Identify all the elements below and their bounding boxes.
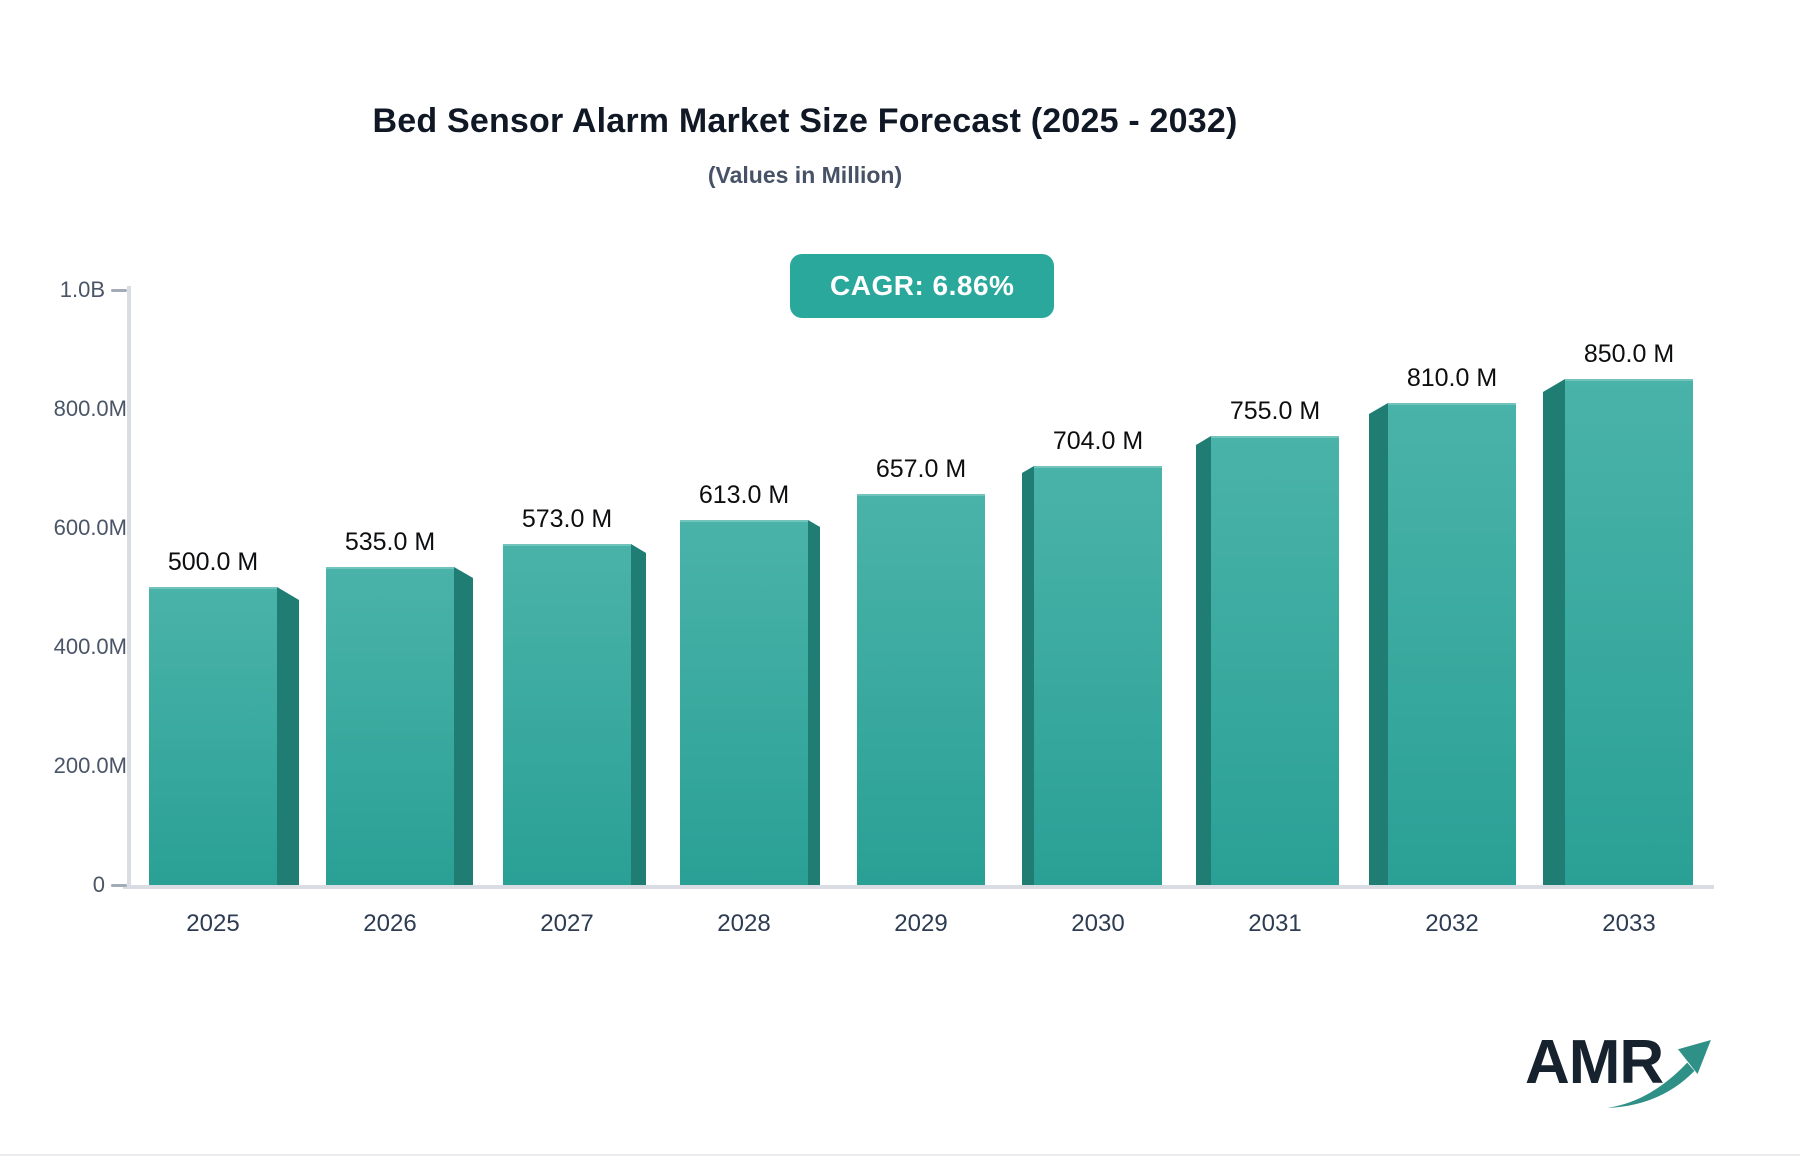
chart-subtitle: (Values in Million) — [707, 162, 903, 188]
bar-3d-side — [1369, 403, 1388, 885]
x-tick-2028: 2028 — [717, 910, 771, 937]
bar-2030: 704.0 M — [1022, 406, 1162, 885]
bar-value-label: 850.0 M — [1583, 340, 1675, 368]
bar-face — [503, 544, 631, 885]
bar-value-label: 657.0 M — [875, 455, 967, 483]
y-tick-800.0M: 800.0M — [0, 395, 141, 423]
bar-face — [149, 587, 277, 885]
bar-value-label: 573.0 M — [521, 505, 613, 533]
amr-logo-text: AMR — [1525, 1028, 1664, 1097]
bar-value-label: 613.0 M — [698, 481, 790, 509]
bar-value-label: 500.0 M — [167, 548, 259, 576]
bar-face — [680, 520, 808, 885]
x-tick-2032: 2032 — [1425, 910, 1479, 937]
growth-arrow-icon — [1607, 1040, 1711, 1108]
bar-face — [1388, 403, 1516, 885]
y-tick-1.0B: 1.0B — [0, 276, 127, 304]
y-tick-label: 1.0B — [59, 277, 105, 302]
y-tick-dash — [111, 288, 127, 292]
y-tick-200.0M: 200.0M — [0, 752, 141, 780]
y-axis-line — [127, 286, 131, 889]
cagr-badge: CAGR: 6.86% — [790, 254, 1055, 318]
bar-2028: 613.0 M — [680, 460, 820, 885]
bar-3d-side — [1543, 379, 1565, 885]
bar-2026: 535.0 M — [326, 507, 473, 885]
bar-2025: 500.0 M — [149, 527, 299, 885]
y-tick-label: 200.0M — [53, 753, 127, 778]
x-tick-2025: 2025 — [186, 910, 240, 937]
bar-value-label: 704.0 M — [1052, 427, 1144, 455]
y-tick-label: 400.0M — [53, 634, 127, 659]
bar-face — [1211, 436, 1339, 885]
bar-2031: 755.0 M — [1196, 376, 1339, 885]
x-tick-2027: 2027 — [540, 910, 594, 937]
x-tick-2033: 2033 — [1602, 910, 1656, 937]
bar-face — [1034, 466, 1162, 885]
bar-face — [326, 567, 454, 885]
cagr-badge-label: CAGR: 6.86% — [830, 270, 1015, 301]
bar-value-label: 535.0 M — [344, 528, 436, 556]
plot-area: 1.0B 800.0M 600.0M 400.0M 200.0M 0 500.0 M 535… — [54, 277, 1714, 937]
x-tick-2029: 2029 — [894, 910, 948, 937]
bar-2029: 657.0 M — [857, 434, 985, 885]
bar-2032: 810.0 M — [1369, 343, 1516, 885]
bar-face — [857, 494, 985, 885]
bar-2033: 850.0 M — [1543, 319, 1693, 885]
bar-3d-side — [454, 567, 473, 885]
bar-value-label: 755.0 M — [1229, 397, 1321, 425]
bar-face — [1565, 379, 1693, 885]
screenshot-bottom-edge — [0, 1154, 1800, 1156]
bar-3d-side — [1022, 466, 1034, 885]
bar-2027: 573.0 M — [503, 484, 646, 885]
page-title: Bed Sensor Alarm Market Size Forecast (2… — [372, 102, 1238, 140]
y-tick-600.0M: 600.0M — [0, 514, 141, 542]
bar-3d-side — [631, 544, 646, 885]
bar-3d-side — [1196, 436, 1211, 885]
x-axis-line — [123, 885, 1714, 889]
x-tick-2030: 2030 — [1071, 910, 1125, 937]
y-tick-label: 800.0M — [53, 396, 127, 421]
y-tick-label: 0 — [92, 872, 105, 897]
y-tick-0: 0 — [0, 871, 127, 899]
x-tick-2026: 2026 — [363, 910, 417, 937]
y-tick-dash — [111, 883, 127, 887]
y-tick-400.0M: 400.0M — [0, 633, 141, 661]
amr-logo: AMR — [1525, 1032, 1755, 1124]
x-tick-2031: 2031 — [1248, 910, 1302, 937]
bar-value-label: 810.0 M — [1406, 364, 1498, 392]
y-tick-label: 600.0M — [53, 515, 127, 540]
bar-3d-side — [277, 587, 299, 885]
bar-3d-side — [808, 520, 820, 885]
